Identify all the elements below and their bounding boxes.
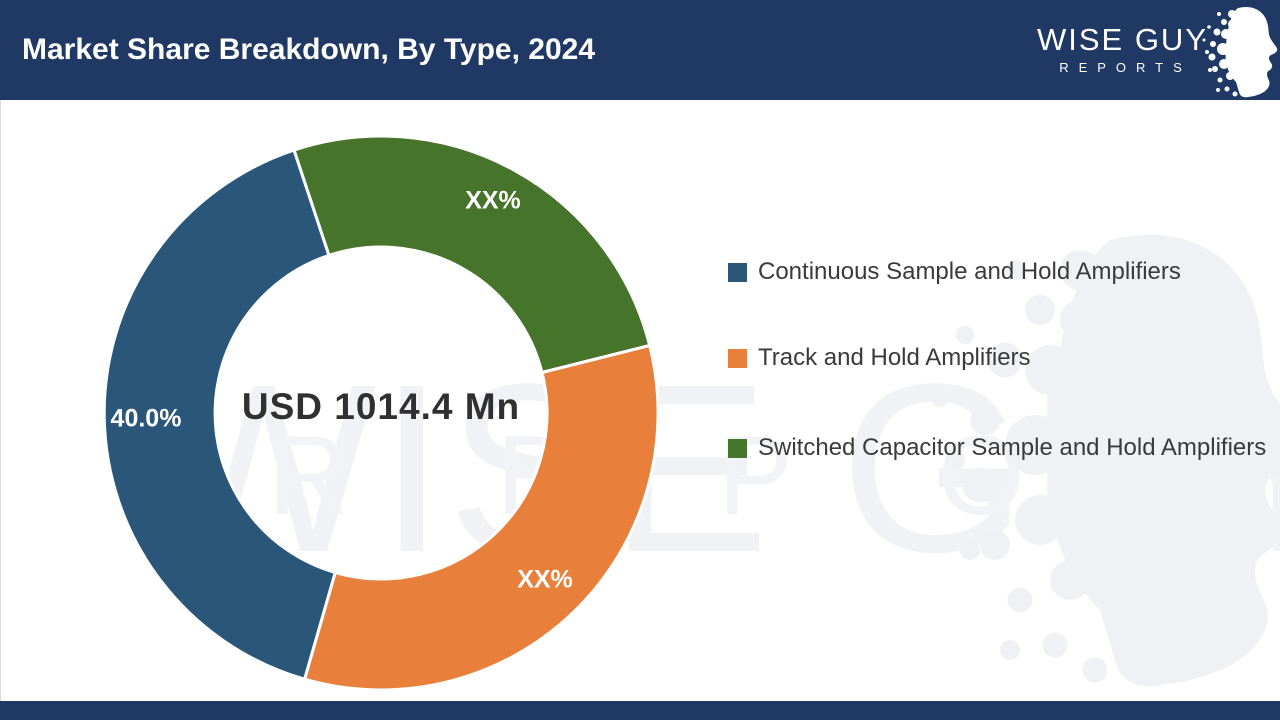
slice-continuous <box>102 148 337 681</box>
background-watermark: WISE GUY R E P O R T S <box>0 100 1280 701</box>
legend-label: Switched Capacitor Sample and Hold Ampli… <box>758 434 1267 461</box>
legend-item-track-and-hold: Track and Hold Amplifiers <box>728 344 1031 372</box>
legend-item-continuous: Continuous Sample and Hold Amplifiers <box>728 258 1181 286</box>
donut-chart: 40.0% XX% XX% USD 1014.4 Mn <box>0 100 1280 701</box>
header-bar: Market Share Breakdown, By Type, 2024 WI… <box>0 0 1280 100</box>
footer-bar <box>0 701 1280 720</box>
watermark-face-icon <box>932 234 1280 687</box>
donut-svg <box>102 134 660 692</box>
legend-swatch-blue <box>728 262 747 282</box>
left-border-line <box>0 100 1 701</box>
logo-subtitle: REPORTS <box>1059 60 1192 75</box>
logo-face-icon <box>1202 6 1278 98</box>
legend-label: Continuous Sample and Hold Amplifiers <box>758 258 1181 285</box>
slice-label-continuous: 40.0% <box>110 404 182 433</box>
legend-swatch-orange <box>728 348 747 368</box>
slice-label-switched-capacitor: XX% <box>465 186 521 215</box>
page-title: Market Share Breakdown, By Type, 2024 <box>22 33 596 66</box>
donut-center-value: USD 1014.4 Mn <box>241 386 521 427</box>
legend-swatch-green <box>728 438 747 458</box>
legend-label: Track and Hold Amplifiers <box>758 344 1031 371</box>
slice-label-track-and-hold: XX% <box>517 565 573 594</box>
chart-legend: Continuous Sample and Hold Amplifiers Tr… <box>728 100 1280 600</box>
legend-item-switched-capacitor: Switched Capacitor Sample and Hold Ampli… <box>728 434 1266 462</box>
slice-track-and-hold <box>303 344 660 692</box>
wise-guy-logo: WISE GUY REPORTS <box>1030 0 1280 100</box>
logo-text: WISE GUY REPORTS <box>1037 24 1208 75</box>
logo-wordmark: WISE GUY <box>1036 22 1208 57</box>
slice-switched-capacitor <box>292 134 652 374</box>
